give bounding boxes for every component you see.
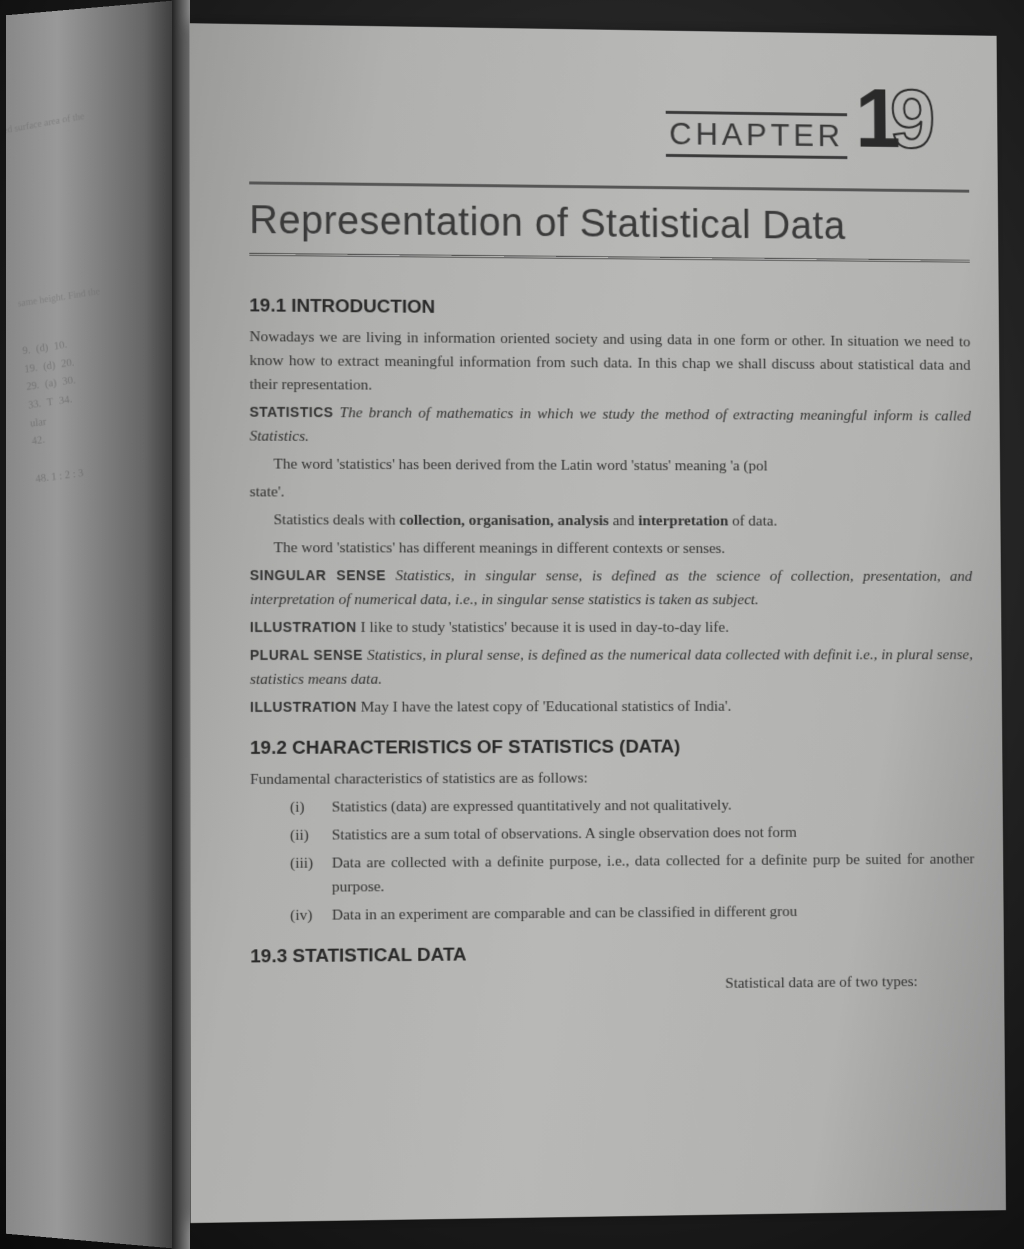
meanings-para: The word 'statistics' has different mean… — [250, 536, 972, 561]
intro-para: Nowadays we are living in information or… — [249, 325, 970, 401]
section-19-1-body: Nowadays we are living in information or… — [249, 325, 973, 720]
characteristics-intro: Fundamental characteristics of statistic… — [250, 765, 974, 792]
chapter-label: CHAPTER — [665, 111, 848, 159]
list-item: (iv)Data in an experiment are comparable… — [290, 899, 975, 928]
list-item: (i)Statistics (data) are expressed quant… — [290, 793, 974, 820]
section-19-3-heading: 19.3 STATISTICAL DATA — [250, 940, 975, 968]
list-item: (iii)Data are collected with a definite … — [290, 848, 975, 900]
chapter-number: 19 — [855, 82, 931, 157]
scope-para: Statistics deals with collection, organi… — [250, 508, 972, 534]
section-19-2-heading: 19.2 CHARACTERISTICS OF STATISTICS (DATA… — [250, 736, 974, 760]
chapter-header: CHAPTER 19 — [249, 74, 969, 161]
illustration-1: ILLUSTRATION I like to study 'statistics… — [250, 616, 973, 640]
left-page: red surface area of the same height. Fin… — [6, 0, 180, 1249]
illustration-2: ILLUSTRATION May I have the latest copy … — [250, 695, 973, 720]
plural-sense: PLURAL SENSE Statistics, in plural sense… — [250, 644, 973, 692]
singular-sense: SINGULAR SENSE Statistics, in singular s… — [250, 564, 973, 612]
chapter-title: Representation of Statistical Data — [249, 198, 969, 250]
section-19-3-body: Statistical data are of two types: — [250, 970, 975, 1001]
list-item: (ii)Statistics are a sum total of observ… — [290, 820, 974, 848]
chapter-title-block: Representation of Statistical Data — [249, 181, 970, 262]
section-19-3-tail: Statistical data are of two types: — [250, 970, 975, 1001]
left-answers-block: 9.(d)10. 19.(d)20. 29.(a)30. 33.T34. ula… — [22, 319, 180, 488]
right-page: CHAPTER 19 Representation of Statistical… — [189, 23, 1005, 1223]
statistics-definition: STATISTICS The branch of mathematics in … — [250, 401, 972, 452]
characteristics-list: (i)Statistics (data) are expressed quant… — [290, 793, 975, 928]
etymology-para: The word 'statistics' has been derived f… — [250, 453, 972, 480]
section-19-2-body: Fundamental characteristics of statistic… — [250, 765, 975, 928]
section-19-1-heading: 19.1 INTRODUCTION — [249, 295, 970, 323]
book-spine — [172, 0, 190, 1249]
etymology-tail: state'. — [250, 481, 972, 507]
